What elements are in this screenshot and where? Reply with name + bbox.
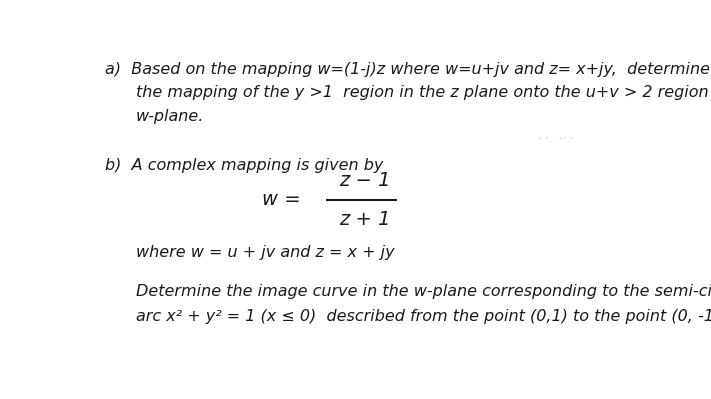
Text: b)  A complex mapping is given by: b) A complex mapping is given by xyxy=(105,158,384,174)
Text: w-plane.: w-plane. xyxy=(136,109,204,124)
Text: Determine the image curve in the w-plane corresponding to the semi-circular: Determine the image curve in the w-plane… xyxy=(136,284,711,299)
Text: z + 1: z + 1 xyxy=(338,209,390,229)
Text: a)  Based on the mapping w=(1-j)z where w=u+jv and z= x+jy,  determine: a) Based on the mapping w=(1-j)z where w… xyxy=(105,62,710,77)
Text: z − 1: z − 1 xyxy=(338,172,390,190)
Text: ‘ ’·· ‘’·’: ‘ ’·· ‘’·’ xyxy=(538,137,574,147)
Text: arc x² + y² = 1 (x ≤ 0)  described from the point (0,1) to the point (0, -1).: arc x² + y² = 1 (x ≤ 0) described from t… xyxy=(136,309,711,324)
Text: the mapping of the y >1  region in the z plane onto the u+v > 2 region in the: the mapping of the y >1 region in the z … xyxy=(136,85,711,101)
Text: where w = u + jv and z = x + jy: where w = u + jv and z = x + jy xyxy=(136,245,395,259)
Text: w =: w = xyxy=(262,190,301,209)
